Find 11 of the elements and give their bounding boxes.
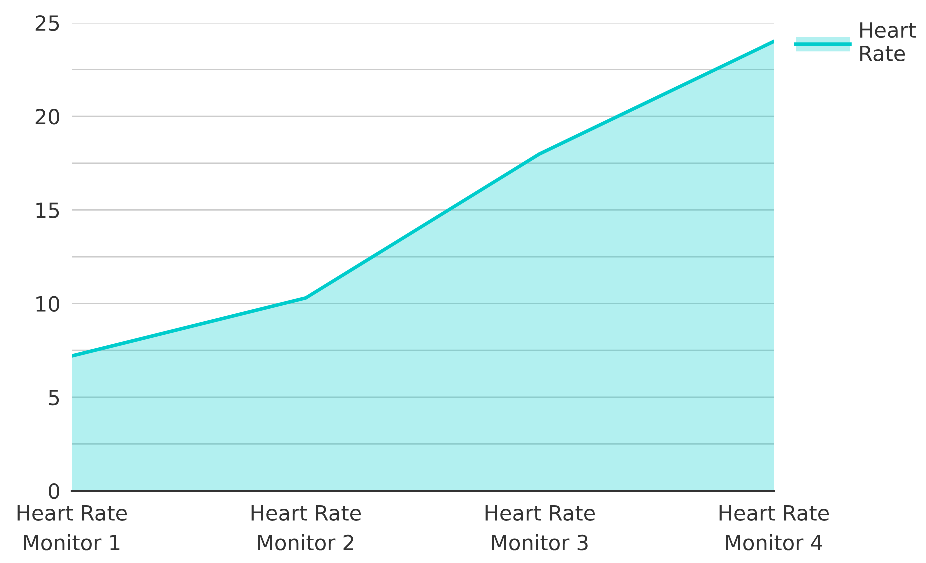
y-tick-label: 10 <box>36 296 60 312</box>
x-tick-label: Heart Rate Monitor 4 <box>720 506 830 551</box>
y-tick-label: 20 <box>36 109 60 125</box>
y-tick-label: 25 <box>36 15 60 32</box>
x-tick-label: Heart Rate Monitor 3 <box>486 506 596 551</box>
y-tick-label: 0 <box>49 483 60 500</box>
x-tick-label: Heart Rate Monitor 1 <box>18 506 128 551</box>
x-tick-label: Heart Rate Monitor 2 <box>252 506 362 551</box>
y-tick-label: 5 <box>49 390 60 406</box>
legend-label: Heart Rate <box>860 22 916 62</box>
y-tick-label: 15 <box>36 202 60 218</box>
